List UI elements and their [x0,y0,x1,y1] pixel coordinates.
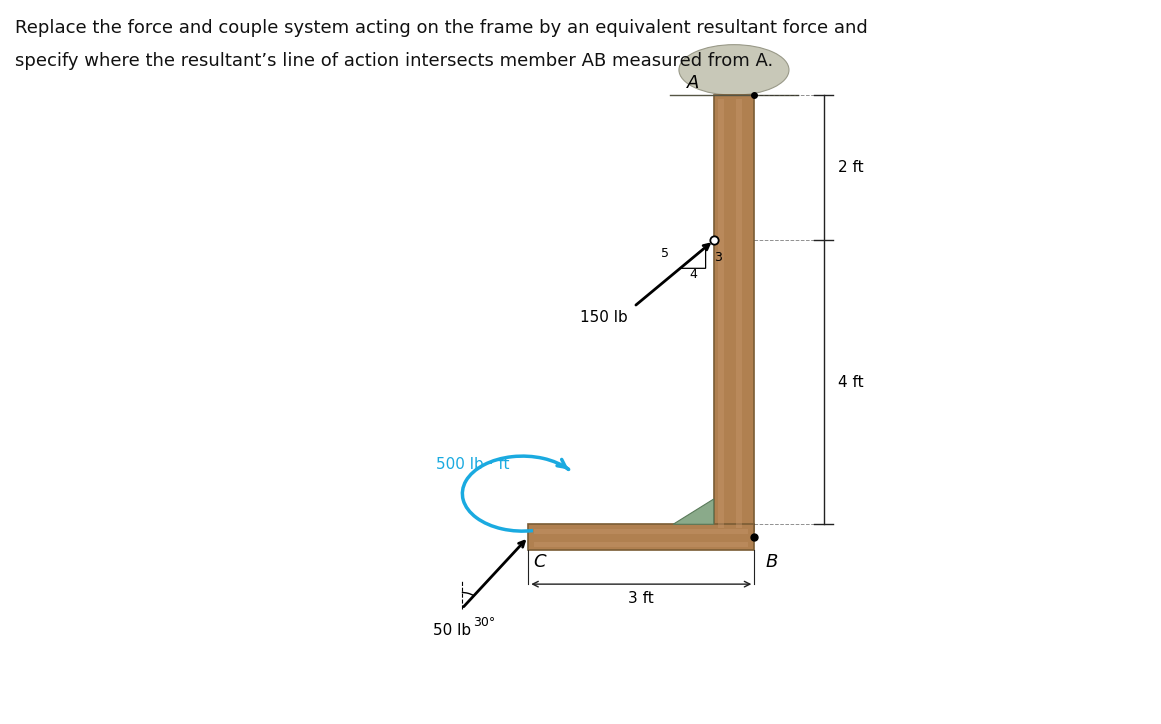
Polygon shape [714,95,755,531]
Text: 5: 5 [661,247,669,260]
Polygon shape [717,98,723,528]
Polygon shape [528,524,755,550]
Polygon shape [534,542,749,547]
Text: Replace the force and couple system acting on the frame by an equivalent resulta: Replace the force and couple system acti… [15,20,868,38]
Ellipse shape [679,45,789,95]
Text: 2 ft: 2 ft [837,160,864,175]
Text: C: C [533,553,546,571]
Text: A: A [687,74,700,91]
Text: 3 ft: 3 ft [628,592,654,606]
Polygon shape [534,529,749,534]
Text: B: B [766,553,778,571]
Text: 30°: 30° [474,616,496,629]
Text: specify where the resultant’s line of action intersects member AB measured from : specify where the resultant’s line of ac… [15,52,773,70]
Text: 4: 4 [688,269,697,282]
Text: 4 ft: 4 ft [837,375,864,390]
Text: 3: 3 [714,251,722,264]
Polygon shape [673,499,714,524]
Text: 50 lb: 50 lb [433,623,471,638]
Text: 150 lb: 150 lb [580,311,628,325]
Text: 500 lb · ft: 500 lb · ft [435,457,510,472]
Polygon shape [736,98,742,528]
